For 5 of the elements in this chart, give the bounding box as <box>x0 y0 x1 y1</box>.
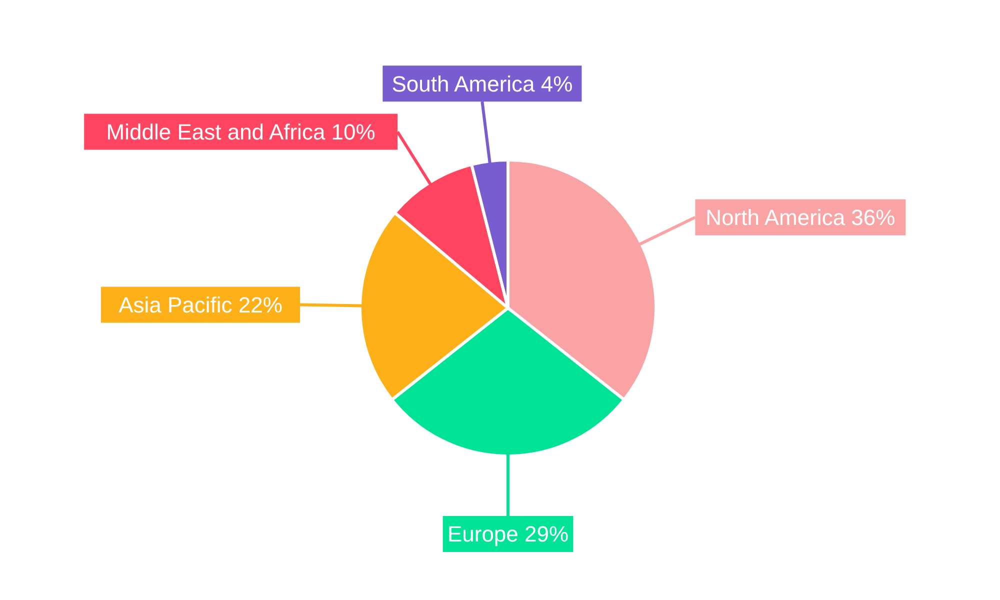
slice-label: Asia Pacific 22% <box>118 292 282 318</box>
slice-label: South America 4% <box>392 71 573 96</box>
slice-label: Middle East and Africa 10% <box>106 119 376 144</box>
slice-label: Europe 29% <box>447 522 569 547</box>
slice-label: North America 36% <box>706 205 896 230</box>
